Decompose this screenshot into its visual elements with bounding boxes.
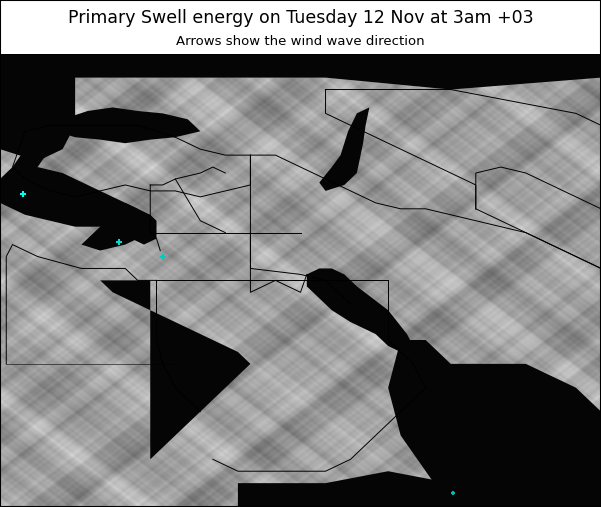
Polygon shape	[81, 203, 144, 250]
Polygon shape	[0, 131, 50, 179]
Polygon shape	[0, 167, 156, 244]
Polygon shape	[388, 340, 601, 507]
Text: Arrows show the wind wave direction: Arrows show the wind wave direction	[176, 35, 425, 49]
Polygon shape	[319, 107, 370, 191]
Text: Primary Swell energy on Tuesday 12 Nov at 3am +03: Primary Swell energy on Tuesday 12 Nov a…	[68, 9, 533, 27]
Polygon shape	[0, 54, 601, 90]
Polygon shape	[100, 280, 251, 459]
Polygon shape	[0, 54, 75, 161]
Polygon shape	[44, 107, 200, 143]
Polygon shape	[307, 268, 413, 352]
Polygon shape	[238, 471, 601, 507]
